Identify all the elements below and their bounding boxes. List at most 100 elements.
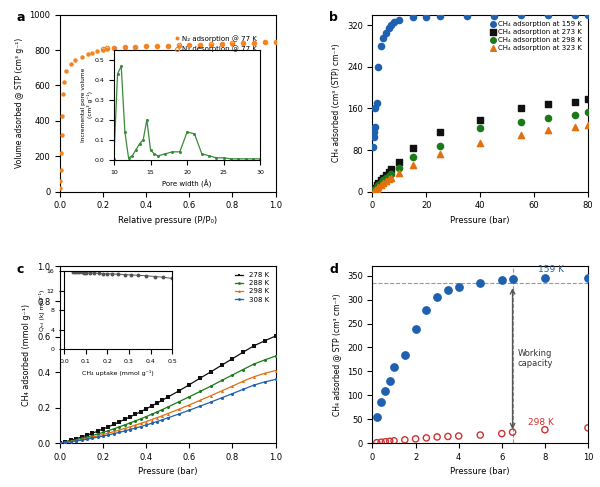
Point xyxy=(583,274,593,282)
308 K xyxy=(100,433,107,439)
278 K xyxy=(105,424,112,430)
298 K xyxy=(94,433,101,439)
N₂ desorption @ 77 K xyxy=(239,40,247,46)
298 K xyxy=(83,435,91,441)
288 K xyxy=(121,422,128,428)
CH₄ adsorption at 159 K xyxy=(583,11,593,19)
Point xyxy=(475,431,485,439)
CH₄ adsorption at 273 K xyxy=(370,184,380,191)
CH₄ adsorption at 273 K xyxy=(376,176,385,184)
Point xyxy=(475,279,485,287)
308 K xyxy=(148,420,155,426)
Point xyxy=(385,437,395,445)
288 K xyxy=(207,383,214,389)
Text: Working
capacity: Working capacity xyxy=(518,349,553,368)
N₂ adsorption @ 77 K xyxy=(89,50,96,56)
N₂ adsorption @ 77 K xyxy=(85,52,92,57)
CH₄ adsorption at 323 K xyxy=(384,175,394,183)
X-axis label: Pressure (bar): Pressure (bar) xyxy=(451,468,510,476)
Point xyxy=(389,437,399,445)
278 K xyxy=(175,388,182,394)
N₂ adsorption @ 77 K xyxy=(164,43,172,49)
Text: c: c xyxy=(17,262,24,276)
298 K xyxy=(127,424,134,430)
308 K xyxy=(127,427,134,432)
N₂ adsorption @ 77 K xyxy=(207,42,214,48)
308 K xyxy=(250,382,257,388)
N₂ adsorption @ 77 K xyxy=(272,39,279,45)
288 K xyxy=(148,412,155,417)
298 K xyxy=(67,438,74,444)
Point xyxy=(443,432,453,440)
N₂ adsorption @ 77 K xyxy=(57,168,64,173)
CH₄ adsorption at 323 K xyxy=(395,169,404,177)
N₂ adsorption @ 77 K xyxy=(110,45,118,51)
CH₄ adsorption at 298 K xyxy=(376,179,385,187)
298 K xyxy=(207,393,214,399)
N₂ adsorption @ 77 K xyxy=(154,43,161,49)
CH₄ adsorption at 159 K xyxy=(570,11,580,19)
CH₄ adsorption at 159 K xyxy=(373,63,383,71)
288 K xyxy=(110,426,118,432)
278 K xyxy=(73,436,80,442)
298 K xyxy=(218,388,225,394)
CH₄ adsorption at 298 K xyxy=(395,164,404,171)
N₂ desorption @ 77 K xyxy=(104,45,111,51)
308 K xyxy=(121,428,128,434)
288 K xyxy=(196,389,203,394)
CH₄ adsorption at 159 K xyxy=(370,105,380,112)
CH₄ adsorption at 323 K xyxy=(386,174,396,182)
298 K xyxy=(154,415,161,421)
288 K xyxy=(175,399,182,405)
288 K xyxy=(56,440,64,446)
278 K xyxy=(250,343,257,349)
308 K xyxy=(105,432,112,438)
CH₄ adsorption at 273 K xyxy=(379,174,388,182)
CH₄ adsorption at 273 K xyxy=(372,182,382,189)
308 K xyxy=(218,395,225,401)
N₂ adsorption @ 77 K xyxy=(78,54,85,60)
Point xyxy=(372,439,382,447)
CH₄ adsorption at 323 K xyxy=(516,131,526,139)
Legend: CH₄ adsorption at 159 K, CH₄ adsorption at 273 K, CH₄ adsorption at 298 K, CH₄ a: CH₄ adsorption at 159 K, CH₄ adsorption … xyxy=(487,18,584,54)
N₂ desorption @ 77 K xyxy=(250,40,257,46)
Point xyxy=(540,426,550,433)
X-axis label: Pressure (bar): Pressure (bar) xyxy=(451,216,510,225)
278 K xyxy=(196,375,203,381)
N₂ adsorption @ 77 K xyxy=(57,178,64,184)
CH₄ adsorption at 323 K xyxy=(370,186,380,193)
N₂ adsorption @ 77 K xyxy=(250,40,257,46)
308 K xyxy=(62,440,69,446)
Point xyxy=(400,436,410,444)
N₂ adsorption @ 77 K xyxy=(56,185,64,191)
288 K xyxy=(127,420,134,426)
Text: b: b xyxy=(329,11,338,24)
CH₄ adsorption at 159 K xyxy=(368,144,378,151)
CH₄ adsorption at 273 K xyxy=(384,168,394,176)
308 K xyxy=(239,386,247,392)
Point xyxy=(376,438,386,446)
Text: d: d xyxy=(329,262,338,276)
N₂ adsorption @ 77 K xyxy=(239,40,247,46)
278 K xyxy=(132,412,139,417)
288 K xyxy=(164,404,172,410)
298 K xyxy=(105,430,112,436)
N₂ desorption @ 77 K xyxy=(100,46,107,52)
N₂ adsorption @ 77 K xyxy=(67,61,74,67)
CH₄ adsorption at 298 K xyxy=(516,118,526,126)
298 K xyxy=(78,436,85,442)
N₂ adsorption @ 77 K xyxy=(61,79,68,85)
278 K xyxy=(56,440,64,446)
298 K xyxy=(73,438,80,444)
308 K xyxy=(207,399,214,405)
278 K xyxy=(127,414,134,420)
N₂ desorption @ 77 K xyxy=(132,44,139,50)
N₂ adsorption @ 77 K xyxy=(143,43,150,49)
Point xyxy=(443,286,453,294)
CH₄ adsorption at 298 K xyxy=(435,142,445,150)
Legend: 278 K, 288 K, 298 K, 308 K: 278 K, 288 K, 298 K, 308 K xyxy=(232,269,272,305)
N₂ desorption @ 77 K xyxy=(175,42,182,48)
278 K xyxy=(121,416,128,422)
CH₄ adsorption at 159 K xyxy=(381,29,391,37)
288 K xyxy=(218,377,225,383)
